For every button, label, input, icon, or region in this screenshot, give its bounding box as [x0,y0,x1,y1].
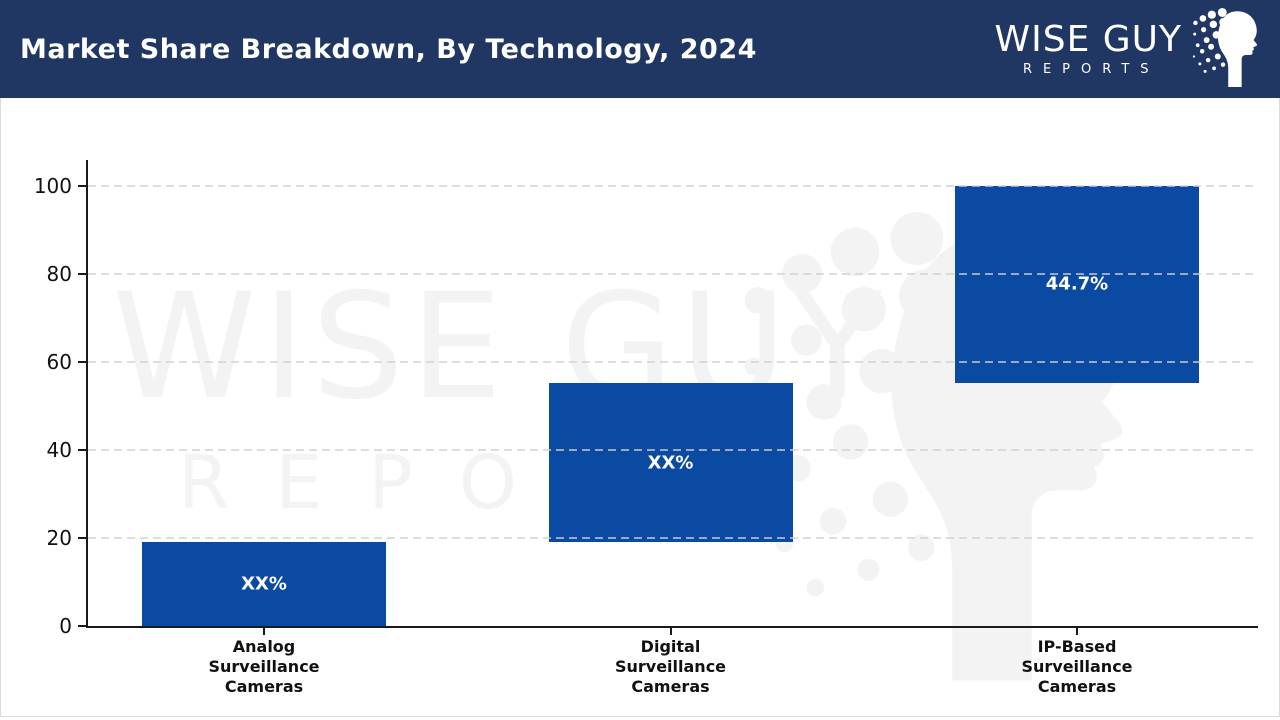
gridline [88,449,1258,451]
x-axis-category-label: Analog Surveillance Cameras [208,637,320,696]
brand-logo-text: WISE GUY REPORTS [994,18,1183,78]
x-axis-tick [263,628,265,635]
bar-value-label: XX% [241,573,287,595]
x-axis-line [86,626,1258,628]
gridline [88,537,1258,539]
y-axis-tick [78,537,86,539]
y-axis-tick [78,449,86,451]
page-title: Market Share Breakdown, By Technology, 2… [20,33,757,65]
y-axis-tick [78,625,86,627]
x-axis-tick [1076,628,1078,635]
bar [955,186,1199,383]
x-axis-tick [669,628,672,635]
gridline [88,185,1258,187]
bar-value-label: XX% [647,452,694,474]
bar [142,542,386,626]
y-axis-tick [78,185,86,187]
y-axis-line [86,160,88,628]
y-axis-tick-label: 80 [46,262,72,286]
y-axis-tick [78,273,86,275]
y-axis-tick-label: 40 [46,438,72,462]
bar-value-label: 44.7% [1045,273,1109,295]
logo-face-icon [1192,8,1257,88]
gridline [88,273,1258,275]
gridline [88,361,1258,363]
y-axis-tick [78,361,86,363]
brand-logo: WISE GUY REPORTS [995,0,1267,98]
logo-subtitle: REPORTS [1022,61,1160,77]
x-axis-category-label: IP-Based Surveillance Cameras [1021,637,1133,696]
bar [548,382,793,543]
x-axis-category-label: Digital Surveillance Cameras [614,637,727,696]
header: Market Share Breakdown, By Technology, 2… [0,0,1280,98]
logo-wordmark: WISE GUY [994,18,1182,60]
y-axis-tick-label: 60 [46,350,72,374]
y-axis-tick-label: 20 [46,526,72,550]
y-axis-tick-label: 0 [59,614,72,638]
y-axis-tick-label: 100 [33,174,72,198]
